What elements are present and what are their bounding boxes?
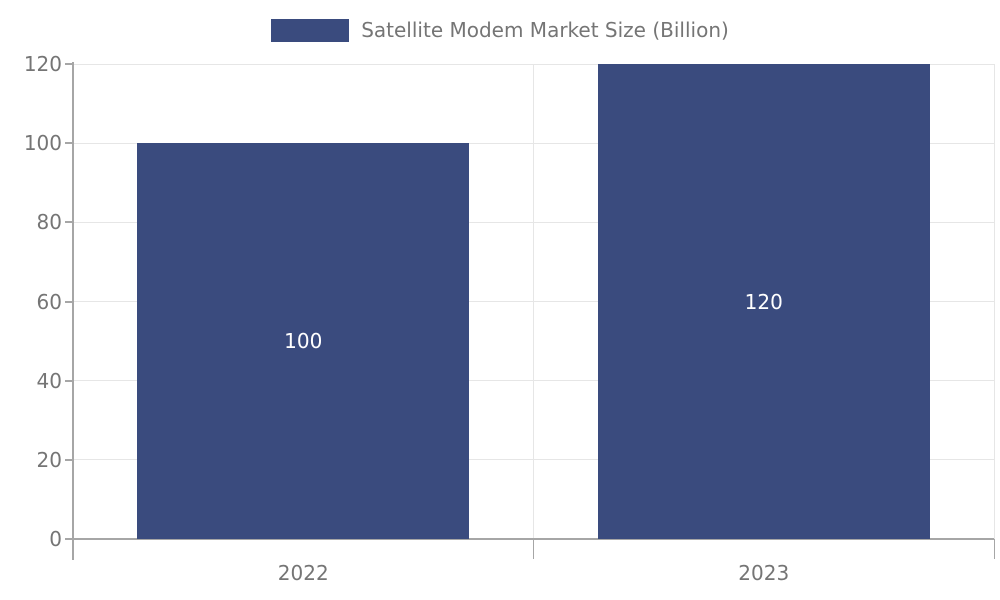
y-axis-tick xyxy=(65,300,73,303)
legend-item[interactable]: Satellite Modem Market Size (Billion) xyxy=(0,19,1000,42)
y-tick-label: 100 xyxy=(23,131,62,156)
y-axis-tick xyxy=(65,538,73,540)
bar-value-label: 120 xyxy=(744,289,783,314)
y-axis-tick xyxy=(65,221,73,224)
x-axis-line xyxy=(73,538,994,540)
y-axis-line xyxy=(72,62,74,560)
x-tick-label: 2022 xyxy=(277,561,329,585)
y-axis-tick xyxy=(65,379,73,382)
y-axis-tick xyxy=(65,63,73,65)
x-tick-label: 2023 xyxy=(738,561,790,585)
x-axis-tick xyxy=(993,539,995,559)
y-tick-label: 60 xyxy=(36,289,62,314)
gridline-vertical xyxy=(533,64,534,539)
y-axis-tick xyxy=(65,142,73,145)
y-tick-label: 80 xyxy=(36,210,62,235)
bar-value-label: 100 xyxy=(284,329,323,354)
legend-label: Satellite Modem Market Size (Billion) xyxy=(361,18,729,42)
x-axis-tick xyxy=(533,539,534,559)
y-tick-label: 0 xyxy=(49,527,62,551)
y-tick-label: 40 xyxy=(36,368,62,393)
legend-swatch xyxy=(271,19,350,42)
bar-2023: 120 xyxy=(597,64,930,539)
y-tick-label: 20 xyxy=(36,447,62,472)
bar-2022: 100 xyxy=(137,143,470,539)
y-tick-label: 120 xyxy=(23,52,62,76)
y-axis-tick xyxy=(65,458,73,461)
gridline-vertical xyxy=(993,64,995,539)
